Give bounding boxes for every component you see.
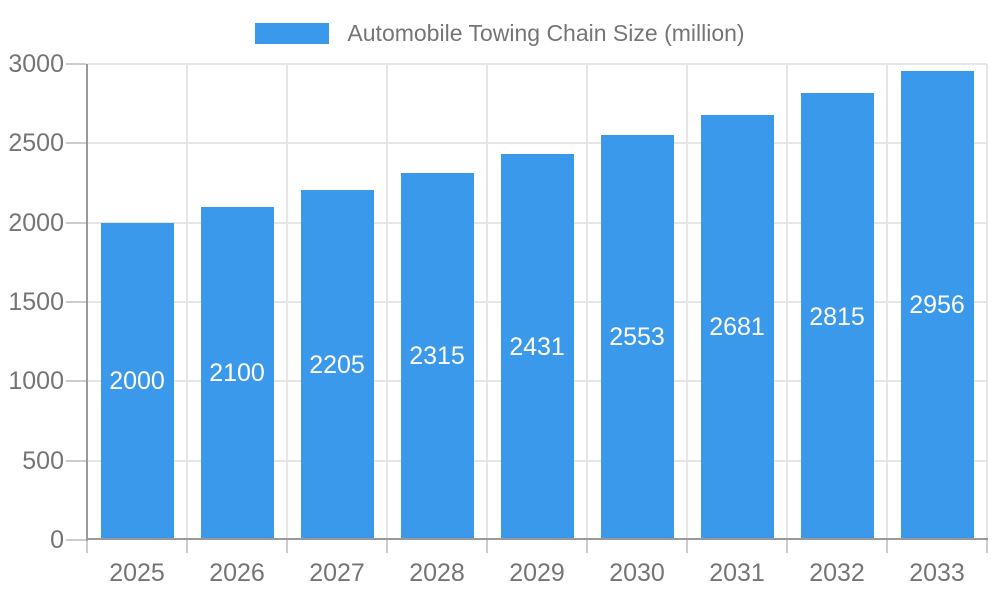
bar[interactable] bbox=[900, 70, 974, 540]
x-tick-mark bbox=[586, 540, 588, 553]
grid-line-vertical bbox=[686, 64, 688, 540]
grid-line-vertical bbox=[786, 64, 788, 540]
x-axis-labels: 2025 2026 2027 2028 2029 2030 2031 2032 2033 bbox=[87, 558, 987, 588]
bar[interactable] bbox=[500, 154, 574, 540]
bar-value-label: 2315 bbox=[409, 342, 465, 371]
bar[interactable] bbox=[200, 206, 274, 540]
bar-value-label: 2100 bbox=[209, 359, 265, 388]
x-tick-mark bbox=[186, 540, 188, 553]
x-tick-label: 2028 bbox=[409, 559, 465, 587]
bar-value-label: 2553 bbox=[609, 323, 665, 352]
bar[interactable] bbox=[400, 172, 474, 540]
bar[interactable] bbox=[600, 134, 674, 540]
bar[interactable] bbox=[100, 222, 174, 540]
x-tick-label: 2025 bbox=[109, 559, 165, 587]
bar[interactable] bbox=[300, 190, 374, 540]
bar[interactable] bbox=[700, 114, 774, 540]
grid-line-horizontal bbox=[87, 63, 987, 65]
x-tick-label: 2026 bbox=[209, 559, 265, 587]
bar-value-label: 2681 bbox=[709, 313, 765, 342]
bar-value-label: 2000 bbox=[109, 367, 165, 396]
y-tick-label: 0 bbox=[50, 526, 64, 554]
x-tick-mark bbox=[486, 540, 488, 553]
x-tick-mark bbox=[686, 540, 688, 553]
grid-line-vertical bbox=[286, 64, 288, 540]
x-tick-label: 2027 bbox=[309, 559, 365, 587]
grid-line-vertical bbox=[986, 64, 988, 540]
legend-label: Automobile Towing Chain Size (million) bbox=[347, 19, 745, 46]
bar[interactable] bbox=[800, 93, 874, 540]
y-tick-mark bbox=[66, 301, 86, 303]
x-tick-mark bbox=[986, 540, 988, 553]
bar-value-label: 2431 bbox=[509, 333, 565, 362]
y-tick-label: 2000 bbox=[8, 208, 64, 237]
y-tick-label: 500 bbox=[22, 446, 64, 475]
x-tick-mark bbox=[886, 540, 888, 553]
grid-line-vertical bbox=[386, 64, 388, 540]
y-tick-mark bbox=[66, 380, 86, 383]
grid-line-vertical bbox=[886, 64, 888, 540]
y-tick-label: 2500 bbox=[8, 129, 64, 158]
grid-line-vertical bbox=[486, 64, 488, 540]
y-tick-label: 1500 bbox=[8, 288, 64, 316]
y-tick-label: 3000 bbox=[8, 50, 64, 78]
x-tick-label: 2030 bbox=[609, 559, 665, 587]
legend-swatch bbox=[255, 22, 330, 44]
x-tick-label: 2031 bbox=[709, 559, 765, 587]
x-tick-label: 2032 bbox=[809, 559, 865, 587]
y-tick-mark bbox=[66, 63, 86, 65]
x-tick-mark bbox=[786, 540, 788, 553]
x-tick-mark bbox=[386, 540, 388, 553]
y-tick-mark bbox=[66, 539, 86, 541]
y-axis-line bbox=[86, 64, 88, 541]
bar-value-label: 2956 bbox=[909, 291, 965, 320]
x-axis-line bbox=[86, 538, 988, 540]
y-tick-mark bbox=[66, 221, 86, 224]
plot-area: 2000 2100 2205 2315 2431 2553 2681 2815 2956 bbox=[66, 63, 988, 553]
grid-line-vertical bbox=[586, 64, 588, 540]
bar-value-label: 2205 bbox=[309, 351, 365, 380]
legend[interactable]: Automobile Towing Chain Size (million) bbox=[0, 18, 1000, 48]
x-tick-mark bbox=[86, 540, 88, 553]
x-tick-label: 2033 bbox=[909, 559, 965, 587]
y-tick-mark bbox=[66, 459, 86, 462]
y-tick-mark bbox=[66, 142, 86, 145]
y-axis-labels: 0 500 1000 1500 2000 2500 3000 bbox=[0, 50, 64, 554]
x-tick-label: 2029 bbox=[509, 559, 565, 587]
grid-line-vertical bbox=[186, 64, 188, 540]
grid-line-horizontal bbox=[87, 142, 987, 145]
bar-value-label: 2815 bbox=[809, 302, 865, 331]
x-tick-mark bbox=[286, 540, 288, 553]
y-tick-label: 1000 bbox=[8, 367, 64, 396]
